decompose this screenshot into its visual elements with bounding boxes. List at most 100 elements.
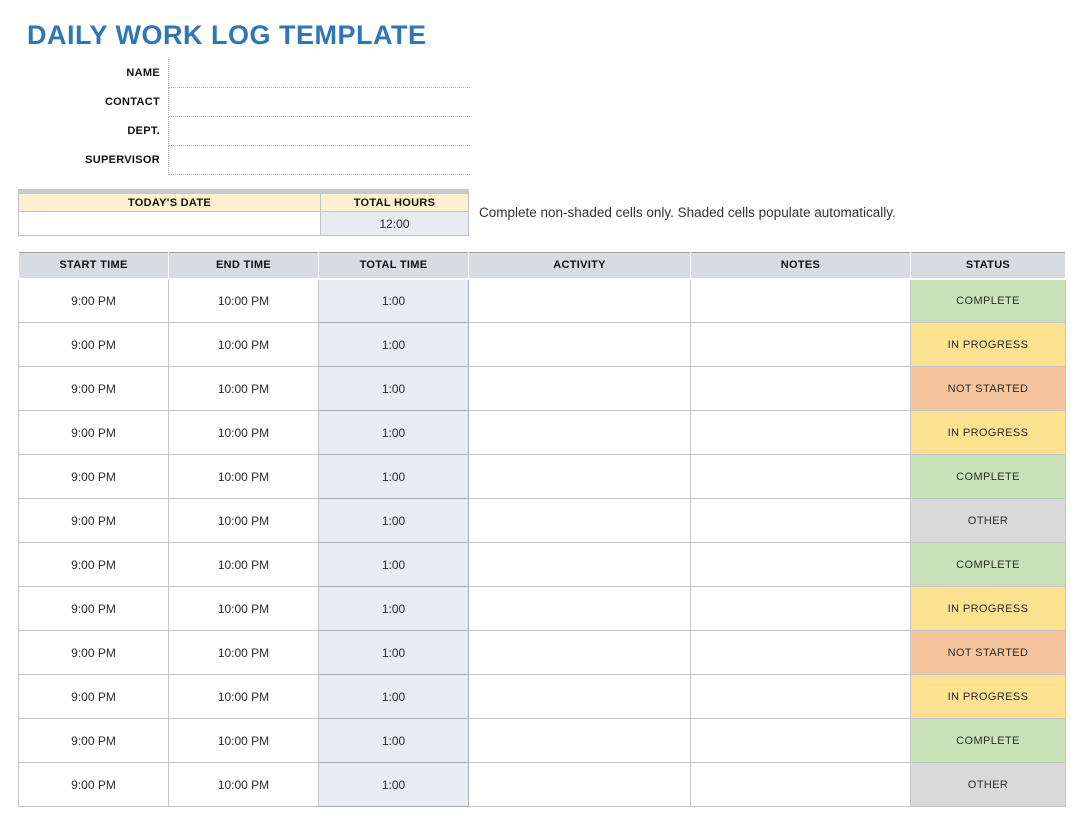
log-table-header-row: START TIME END TIME TOTAL TIME ACTIVITY NOTE…: [18, 252, 1066, 280]
total-time-cell: 1:00: [318, 454, 469, 499]
total-time-cell: 1:00: [318, 498, 469, 543]
total-time-cell: 1:00: [318, 674, 469, 719]
total-time-cell: 1:00: [318, 278, 469, 323]
end-time-cell[interactable]: 10:00 PM: [168, 718, 319, 763]
end-time-cell[interactable]: 10:00 PM: [168, 454, 319, 499]
status-cell[interactable]: IN PROGRESS: [910, 674, 1066, 719]
end-time-cell[interactable]: 10:00 PM: [168, 586, 319, 631]
activity-cell[interactable]: [468, 366, 691, 411]
name-label: NAME: [126, 67, 160, 79]
todays-date-cell[interactable]: [18, 211, 321, 236]
total-time-cell: 1:00: [318, 762, 469, 807]
notes-cell[interactable]: [690, 718, 911, 763]
start-time-cell[interactable]: 9:00 PM: [18, 630, 169, 675]
activity-cell[interactable]: [468, 630, 691, 675]
notes-cell[interactable]: [690, 366, 911, 411]
start-time-cell[interactable]: 9:00 PM: [18, 762, 169, 807]
end-time-cell[interactable]: 10:00 PM: [168, 278, 319, 323]
notes-cell[interactable]: [690, 454, 911, 499]
table-row: 9:00 PM 10:00 PM 1:00 NOT STARTED: [18, 630, 1066, 675]
start-time-cell[interactable]: 9:00 PM: [18, 674, 169, 719]
total-hours-header: TOTAL HOURS: [320, 191, 469, 212]
activity-cell[interactable]: [468, 498, 691, 543]
notes-cell[interactable]: [690, 322, 911, 367]
notes-cell[interactable]: [690, 630, 911, 675]
start-time-cell[interactable]: 9:00 PM: [18, 366, 169, 411]
start-time-cell[interactable]: 9:00 PM: [18, 586, 169, 631]
total-time-cell: 1:00: [318, 718, 469, 763]
end-time-cell[interactable]: 10:00 PM: [168, 762, 319, 807]
start-time-cell[interactable]: 9:00 PM: [18, 322, 169, 367]
activity-cell[interactable]: [468, 454, 691, 499]
summary-row: TODAY'S DATE TOTAL HOURS 12:00 Complete …: [18, 189, 896, 236]
status-cell[interactable]: IN PROGRESS: [910, 410, 1066, 455]
table-row: 9:00 PM 10:00 PM 1:00 IN PROGRESS: [18, 674, 1066, 719]
notes-cell[interactable]: [690, 278, 911, 323]
status-cell[interactable]: NOT STARTED: [910, 366, 1066, 411]
status-cell[interactable]: COMPLETE: [910, 278, 1066, 323]
start-time-cell[interactable]: 9:00 PM: [18, 410, 169, 455]
column-header-end-time: END TIME: [168, 252, 319, 280]
end-time-cell[interactable]: 10:00 PM: [168, 322, 319, 367]
table-row: 9:00 PM 10:00 PM 1:00 IN PROGRESS: [18, 586, 1066, 631]
header-form: NAME CONTACT DEPT. SUPERVISOR: [18, 59, 470, 175]
status-cell[interactable]: COMPLETE: [910, 454, 1066, 499]
table-row: 9:00 PM 10:00 PM 1:00 IN PROGRESS: [18, 410, 1066, 455]
table-row: 9:00 PM 10:00 PM 1:00 OTHER: [18, 498, 1066, 543]
field-row-dept: DEPT.: [18, 117, 470, 146]
contact-input[interactable]: [168, 88, 470, 117]
end-time-cell[interactable]: 10:00 PM: [168, 674, 319, 719]
notes-cell[interactable]: [690, 410, 911, 455]
notes-cell[interactable]: [690, 762, 911, 807]
status-cell[interactable]: OTHER: [910, 498, 1066, 543]
start-time-cell[interactable]: 9:00 PM: [18, 454, 169, 499]
end-time-cell[interactable]: 10:00 PM: [168, 410, 319, 455]
total-time-cell: 1:00: [318, 322, 469, 367]
notes-cell[interactable]: [690, 498, 911, 543]
date-hours-table: TODAY'S DATE TOTAL HOURS 12:00: [18, 189, 469, 236]
notes-cell[interactable]: [690, 542, 911, 587]
activity-cell[interactable]: [468, 410, 691, 455]
end-time-cell[interactable]: 10:00 PM: [168, 630, 319, 675]
start-time-cell[interactable]: 9:00 PM: [18, 278, 169, 323]
name-input[interactable]: [168, 59, 470, 88]
field-row-supervisor: SUPERVISOR: [18, 146, 470, 175]
log-table-body: 9:00 PM 10:00 PM 1:00 COMPLETE 9:00 PM 1…: [18, 278, 1066, 807]
activity-cell[interactable]: [468, 278, 691, 323]
activity-cell[interactable]: [468, 586, 691, 631]
total-time-cell: 1:00: [318, 586, 469, 631]
supervisor-input[interactable]: [168, 146, 470, 175]
status-cell[interactable]: IN PROGRESS: [910, 586, 1066, 631]
end-time-cell[interactable]: 10:00 PM: [168, 542, 319, 587]
notes-cell[interactable]: [690, 674, 911, 719]
total-time-cell: 1:00: [318, 410, 469, 455]
activity-cell[interactable]: [468, 542, 691, 587]
table-row: 9:00 PM 10:00 PM 1:00 COMPLETE: [18, 454, 1066, 499]
status-cell[interactable]: COMPLETE: [910, 542, 1066, 587]
status-cell[interactable]: IN PROGRESS: [910, 322, 1066, 367]
end-time-cell[interactable]: 10:00 PM: [168, 366, 319, 411]
field-row-contact: CONTACT: [18, 88, 470, 117]
activity-cell[interactable]: [468, 762, 691, 807]
end-time-cell[interactable]: 10:00 PM: [168, 498, 319, 543]
activity-cell[interactable]: [468, 674, 691, 719]
activity-cell[interactable]: [468, 322, 691, 367]
total-time-cell: 1:00: [318, 366, 469, 411]
status-cell[interactable]: OTHER: [910, 762, 1066, 807]
status-cell[interactable]: COMPLETE: [910, 718, 1066, 763]
dept-input[interactable]: [168, 117, 470, 146]
contact-label: CONTACT: [104, 96, 160, 108]
notes-cell[interactable]: [690, 586, 911, 631]
status-cell[interactable]: NOT STARTED: [910, 630, 1066, 675]
start-time-cell[interactable]: 9:00 PM: [18, 542, 169, 587]
activity-cell[interactable]: [468, 718, 691, 763]
instruction-text: Complete non-shaded cells only. Shaded c…: [479, 205, 896, 220]
start-time-cell[interactable]: 9:00 PM: [18, 718, 169, 763]
todays-date-header: TODAY'S DATE: [18, 191, 321, 212]
column-header-notes: NOTES: [690, 252, 911, 280]
start-time-cell[interactable]: 9:00 PM: [18, 498, 169, 543]
field-row-name: NAME: [18, 59, 470, 88]
column-header-status: STATUS: [910, 252, 1066, 280]
table-row: 9:00 PM 10:00 PM 1:00 COMPLETE: [18, 718, 1066, 763]
total-hours-cell: 12:00: [320, 211, 469, 236]
